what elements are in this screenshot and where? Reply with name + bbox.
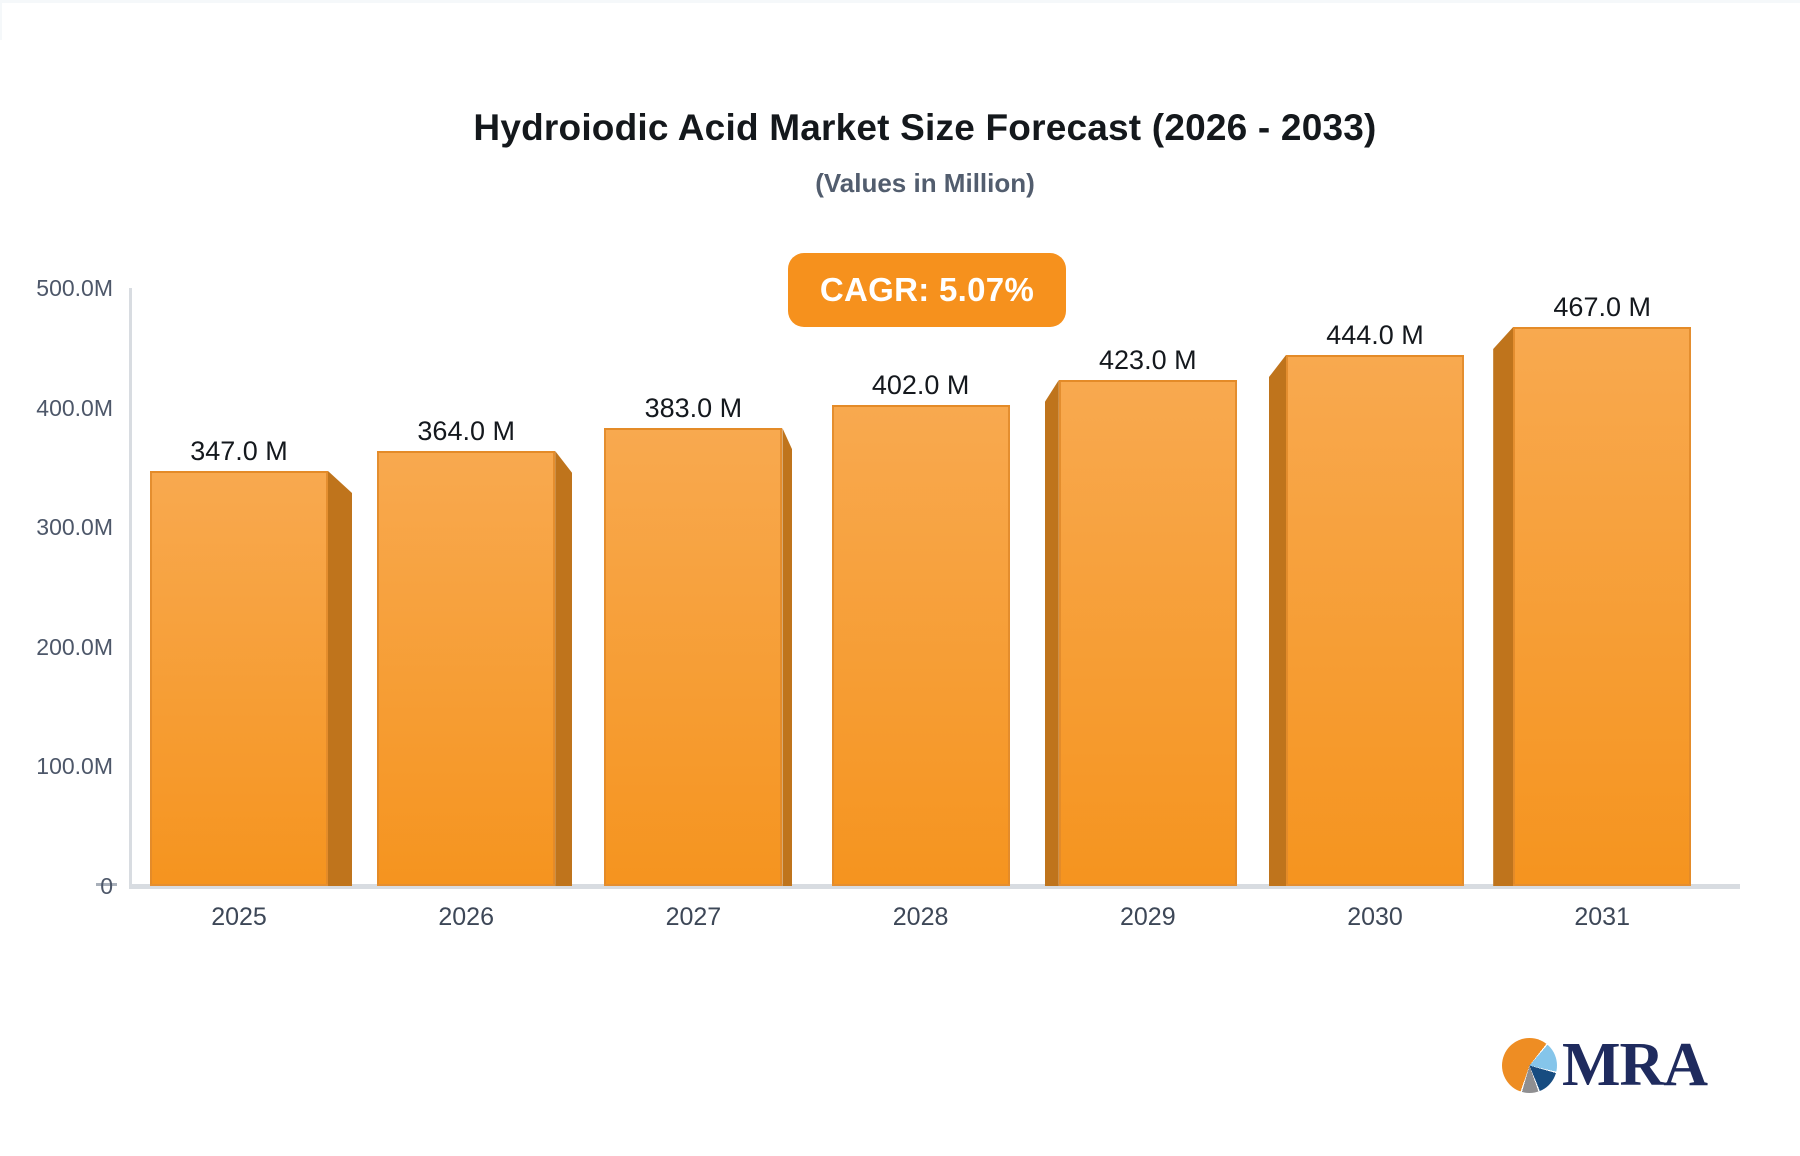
x-axis-label-2025: 2025: [211, 903, 267, 931]
cagr-badge-label: CAGR: 5.07%: [819, 271, 1035, 308]
y-axis-zero-tick: [96, 883, 117, 886]
bar-2025: [150, 471, 328, 886]
bar-value-label-2028: 402.0 M: [871, 370, 970, 400]
x-axis-label-2030: 2030: [1347, 903, 1403, 931]
x-axis-label-2026: 2026: [438, 903, 494, 931]
bar-value-label-2029: 423.0 M: [1099, 345, 1197, 375]
y-axis-label-1000M: 100.0M: [36, 753, 113, 780]
bar-2026: [377, 451, 556, 886]
y-axis-label-0: 0: [100, 873, 113, 899]
bar-3d-side-2030: [1269, 355, 1286, 886]
y-axis-label-3000M: 300.0M: [36, 514, 113, 541]
y-axis-label-5000M: 500.0M: [36, 275, 113, 301]
bar-3d-side-2029: [1044, 380, 1059, 886]
bar-value-label-2031: 467.0 M: [1553, 292, 1651, 322]
bar-3d-side-2025: [328, 471, 352, 886]
cagr-badge: CAGR: 5.07%: [788, 253, 1066, 327]
chart-title: Hydroiodic Acid Market Size Forecast (20…: [473, 107, 1377, 148]
y-axis-label-4000M: 400.0M: [36, 394, 113, 421]
bar-3d-side-2027: [782, 428, 793, 886]
bar-value-label-2027: 383.0 M: [644, 393, 743, 423]
y-axis-line: [129, 288, 132, 886]
x-axis-label-2028: 2028: [892, 903, 949, 931]
bar-2028: [831, 405, 1010, 886]
bar-2027: [604, 428, 783, 886]
chart-subtitle: (Values in Million): [815, 168, 1035, 198]
bar-3d-side-2026: [555, 451, 573, 886]
x-axis-label-2031: 2031: [1574, 903, 1630, 931]
bar-2029: [1058, 380, 1237, 886]
bar-3d-side-2031: [1493, 327, 1514, 886]
x-axis-line: [129, 884, 1740, 889]
mra-logo: MRA: [1502, 1031, 1708, 1099]
y-axis-label-2000M: 200.0M: [36, 633, 113, 660]
bar-value-label-2026: 364.0 M: [417, 416, 515, 446]
x-axis-label-2027: 2027: [665, 903, 722, 931]
x-axis-label-2029: 2029: [1119, 903, 1176, 931]
bar-2031: [1513, 327, 1692, 886]
page-top-edge: [0, 0, 1800, 3]
page-left-edge: [0, 0, 2, 40]
pie-chart-logo-icon: [1502, 1038, 1557, 1093]
bar-2030: [1286, 355, 1464, 886]
bar-value-label-2030: 444.0 M: [1326, 320, 1424, 350]
bar-value-label-2025: 347.0 M: [190, 436, 288, 466]
logo-text: MRA: [1562, 1031, 1708, 1099]
